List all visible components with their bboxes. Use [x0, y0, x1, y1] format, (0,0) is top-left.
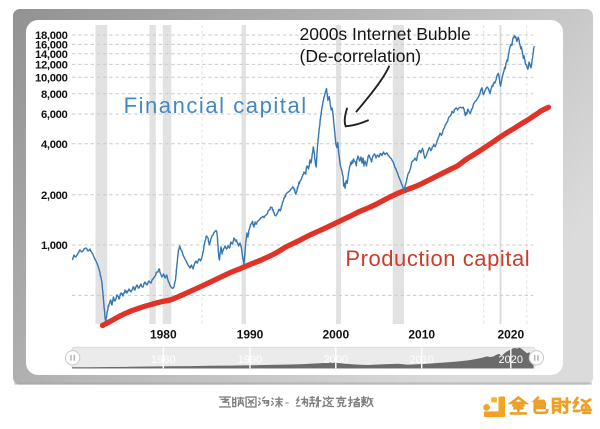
svg-text:Production capital: Production capital — [345, 246, 530, 271]
svg-text:4,000: 4,000 — [41, 139, 68, 151]
svg-text:16,000: 16,000 — [35, 39, 68, 51]
svg-text:2010: 2010 — [408, 328, 435, 342]
svg-text:8,000: 8,000 — [41, 89, 68, 101]
svg-text:2000: 2000 — [324, 354, 348, 366]
svg-text:(De-correlation): (De-correlation) — [300, 46, 422, 66]
svg-text:6,000: 6,000 — [41, 109, 68, 121]
svg-text:1990: 1990 — [238, 354, 262, 366]
svg-text:2020: 2020 — [497, 328, 524, 342]
svg-text:10,000: 10,000 — [35, 72, 68, 84]
svg-text:2000s Internet Bubble: 2000s Internet Bubble — [300, 24, 471, 44]
svg-text:2020: 2020 — [499, 354, 523, 366]
svg-text:1,000: 1,000 — [41, 240, 68, 252]
svg-text:Financial capital: Financial capital — [124, 93, 308, 118]
svg-text:2,000: 2,000 — [41, 190, 68, 202]
svg-text:2010: 2010 — [409, 354, 433, 366]
svg-text:-: - — [285, 395, 289, 410]
svg-text:1980: 1980 — [150, 328, 177, 342]
svg-text:1990: 1990 — [237, 328, 264, 342]
svg-text:12,000: 12,000 — [35, 59, 68, 71]
svg-text:1980: 1980 — [151, 354, 175, 366]
svg-text:18,000: 18,000 — [35, 30, 68, 42]
svg-text:14,000: 14,000 — [35, 49, 68, 61]
svg-text:2000: 2000 — [322, 328, 349, 342]
